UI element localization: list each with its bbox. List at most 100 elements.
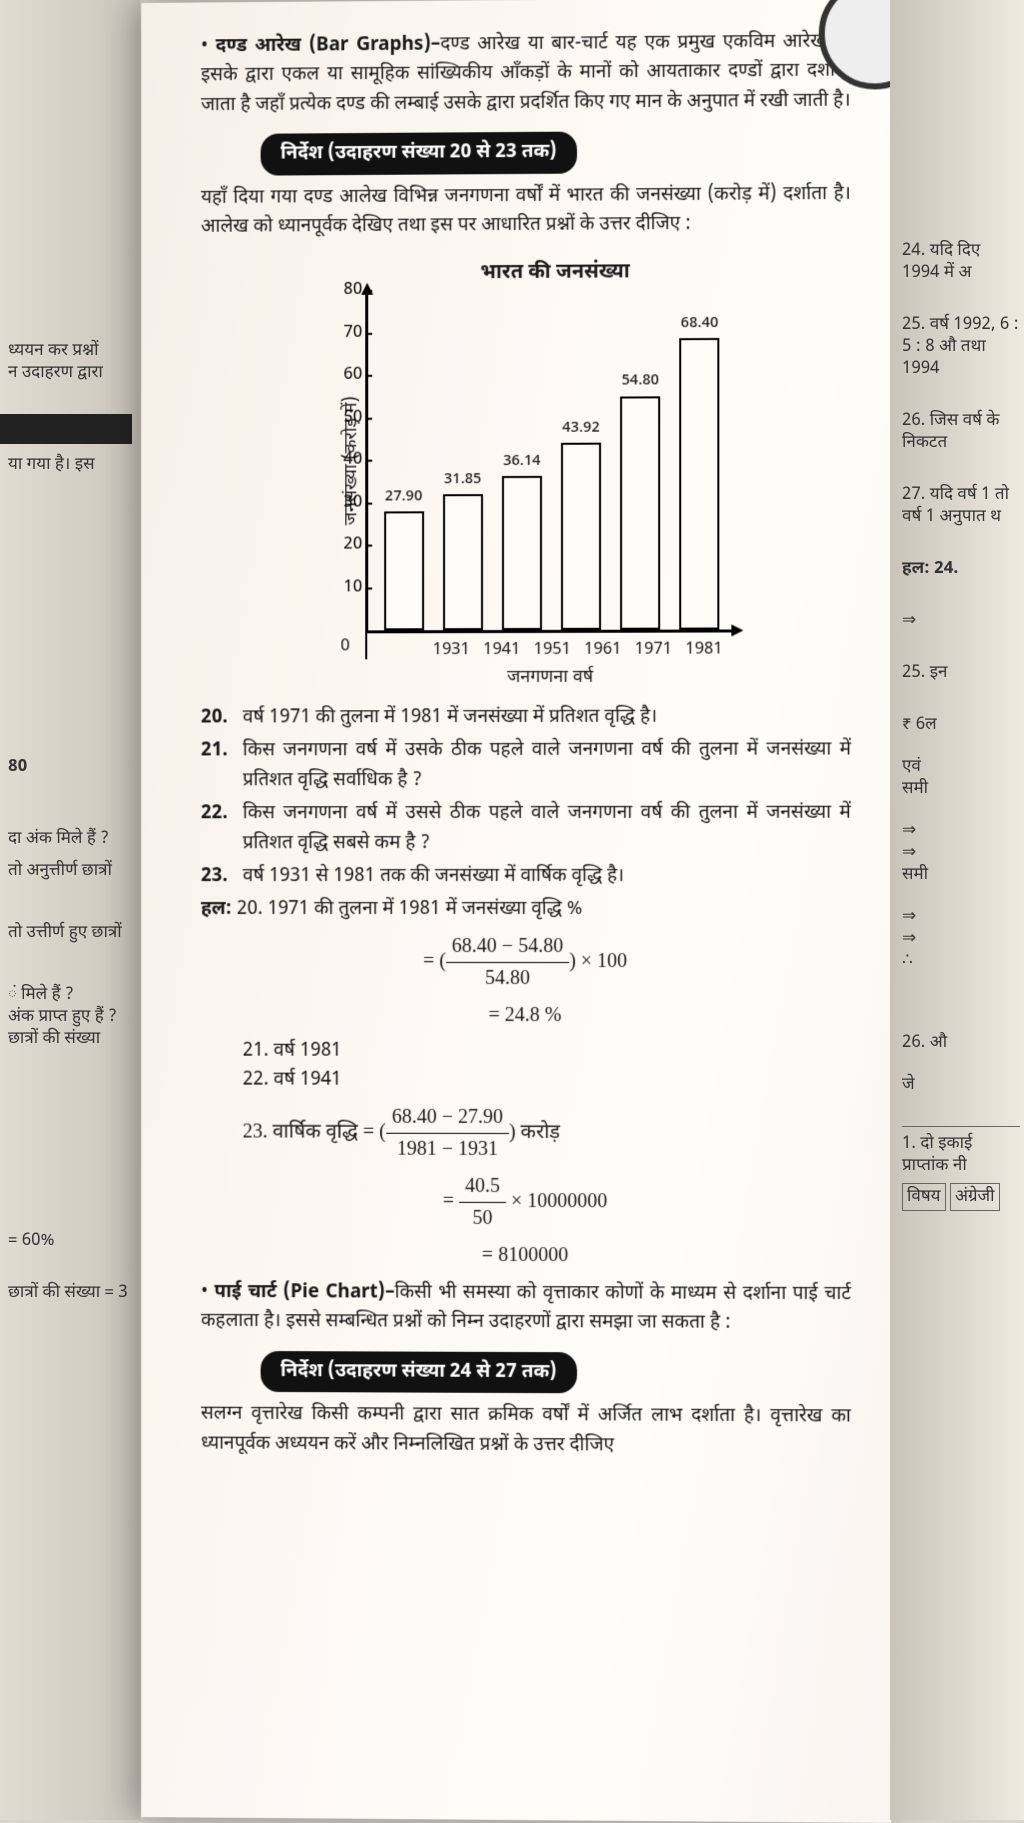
left-fragment-dark: [0, 414, 132, 444]
q-number: 22.: [201, 799, 243, 858]
right-fragment: जे: [902, 1074, 1020, 1096]
population-bar-chart: भारत की जनसंख्या जनसंख्या (करोड़ में) 27…: [315, 257, 735, 693]
origin-zero: 0: [325, 633, 367, 659]
right-fragment: हल: 24.: [902, 558, 1020, 580]
solution-23-line2: = 40.550 × 10000000: [201, 1170, 851, 1235]
bar: [502, 476, 542, 630]
left-fragment: न उदाहरण द्वारा: [8, 362, 132, 384]
bar-value-label: 54.80: [622, 371, 660, 394]
left-fragment: अंक प्राप्त हुए हैं ?: [8, 1006, 132, 1028]
left-fragment: ध्ययन कर प्रश्नों: [8, 340, 132, 362]
right-fragment: 24. यदि दिए 1994 में अ: [902, 240, 1020, 284]
q-number: 23.: [201, 862, 243, 891]
solution-20-lead: 20. 1971 की तुलना में 1981 में जनसंख्या …: [237, 897, 583, 922]
q-text: वर्ष 1931 से 1981 तक की जनसंख्या में वार…: [243, 862, 851, 892]
bar-graph-intro: • दण्ड आरेख (Bar Graphs)–दण्ड आरेख या बा…: [201, 27, 851, 120]
left-fragment: दा अंक मिले हैं ?: [8, 828, 132, 850]
right-fragment: 26. जिस वर्ष के निकटत: [902, 410, 1020, 454]
right-fragment: ∴: [902, 950, 1020, 972]
bar-value-label: 31.85: [444, 469, 481, 492]
right-fragment: ⇒: [902, 928, 1020, 950]
bar-column: 54.80: [618, 371, 662, 630]
solution-23-formula: 23. वार्षिक वृद्धि = (68.40 − 27.901981 …: [243, 1101, 851, 1165]
left-fragment: = 60%: [8, 1230, 132, 1252]
y-tick: 70: [328, 320, 362, 346]
right-fragment: विषय: [902, 1183, 946, 1211]
left-fragment: तो उत्तीर्ण हुए छात्रों: [8, 922, 132, 944]
right-fragment: अंग्रेजी: [950, 1183, 1000, 1211]
x-tick-labels: 1931 1941 1951 1961 1971 1981: [417, 632, 735, 663]
right-fragment: ⇒: [902, 842, 1020, 864]
y-tick: 60: [328, 362, 362, 388]
bar-value-label: 27.90: [385, 486, 422, 509]
right-fragment: एवं: [902, 756, 1020, 778]
right-fragment: ⇒: [902, 610, 1020, 632]
bar-value-label: 36.14: [503, 451, 540, 474]
y-tick: 40: [328, 447, 362, 473]
textbook-page: • दण्ड आरेख (Bar Graphs)–दण्ड आरेख या बा…: [141, 0, 891, 1823]
right-fragment: 26. औ: [902, 1032, 1020, 1054]
bar-column: 36.14: [500, 451, 544, 630]
bar: [384, 511, 424, 630]
chart-area: जनसंख्या (करोड़ में) 27.9031.8536.1443.9…: [365, 288, 735, 633]
right-fragment: ₹ 6ल: [902, 714, 1020, 736]
left-fragment: या गया है। इस: [8, 454, 132, 476]
bar: [620, 396, 660, 629]
instruction-pill: निर्देश (उदाहरण संख्या 24 से 27 तक): [261, 1351, 577, 1394]
left-fragment: ं मिले हैं ?: [8, 984, 132, 1006]
next-page-edge: 24. यदि दिए 1994 में अ 25. वर्ष 1992, 6 …: [890, 0, 1024, 1820]
x-tick-label: 1951: [534, 636, 571, 662]
right-fragment: 1. दो इकाई: [902, 1126, 1020, 1155]
y-tick: 20: [328, 532, 362, 558]
question-list: 20.वर्ष 1971 की तुलना में 1981 में जनसंख…: [201, 702, 851, 891]
chart-title: भारत की जनसंख्या: [375, 257, 735, 290]
q-number: 20.: [201, 703, 243, 732]
x-tick-label: 1931: [433, 637, 470, 663]
x-tick-label: 1941: [483, 637, 520, 663]
x-tick-label: 1981: [685, 636, 723, 662]
bar: [561, 443, 601, 630]
solution-20-result: = 24.8 %: [201, 1000, 851, 1032]
context-paragraph: यहाँ दिया गया दण्ड आलेख विभिन्न जनगणना व…: [201, 180, 851, 243]
right-fragment: समी: [902, 864, 1020, 886]
right-fragment: ⇒: [902, 820, 1020, 842]
instruction-pill: निर्देश (उदाहरण संख्या 20 से 23 तक): [261, 132, 577, 175]
y-tick: 10: [328, 574, 362, 600]
right-fragment: 25. इन: [902, 662, 1020, 684]
right-fragment: प्राप्तांक नी: [902, 1155, 1020, 1177]
bars-container: 27.90 31.85 36.14 43.92 54.80 68.40: [368, 288, 735, 630]
previous-page-edge: ध्ययन कर प्रश्नों न उदाहरण द्वारा या गया…: [0, 0, 140, 1820]
q-text: किस जनगणना वर्ष में उसके ठीक पहले वाले ज…: [243, 736, 851, 796]
solution-23-result: = 8100000: [201, 1239, 851, 1272]
bar: [443, 494, 483, 629]
right-fragment: 27. यदि वर्ष 1 तो वर्ष 1 अनुपात थ: [902, 484, 1020, 528]
bar-value-label: 43.92: [562, 417, 600, 440]
left-fragment: छात्रों की संख्या = 3: [8, 1282, 132, 1304]
right-fragment: 25. वर्ष 1992, 6 : 5 : 8 औ तथा 1994: [902, 314, 1020, 380]
left-fragment: 80: [8, 756, 132, 778]
right-fragment: ⇒: [902, 906, 1020, 928]
right-fragment: समी: [902, 778, 1020, 800]
q-text: किस जनगणना वर्ष में उससे ठीक पहले वाले ज…: [243, 799, 851, 858]
bar-column: 31.85: [441, 469, 485, 630]
y-tick: 50: [328, 405, 362, 431]
y-tick: 80: [328, 277, 362, 303]
y-tick: 30: [328, 490, 362, 516]
q-text: वर्ष 1971 की तुलना में 1981 में जनसंख्या…: [243, 702, 851, 732]
q-number: 21.: [201, 737, 243, 796]
intro-bold: दण्ड आरेख (Bar Graphs)–: [216, 33, 441, 60]
bar-column: 27.90: [382, 486, 426, 630]
bar: [680, 338, 720, 629]
x-axis-label: जनगणना वर्ष: [365, 664, 735, 693]
bar-column: 68.40: [678, 313, 722, 630]
left-fragment: छात्रों की संख्या: [8, 1028, 132, 1050]
solution-label: हल:: [201, 898, 232, 923]
bar-column: 43.92: [559, 417, 603, 629]
solution-20-formula: = (68.40 − 54.8054.80) × 100: [201, 931, 851, 994]
solution-22: 22. वर्ष 1941: [243, 1066, 851, 1096]
bar-value-label: 68.40: [681, 313, 719, 336]
x-tick-label: 1971: [635, 636, 673, 662]
left-fragment: तो अनुत्तीर्ण छात्रों: [8, 860, 132, 882]
pie-bold: पाई चार्ट (Pie Chart)–: [214, 1280, 394, 1306]
x-tick-label: 1961: [584, 636, 622, 662]
